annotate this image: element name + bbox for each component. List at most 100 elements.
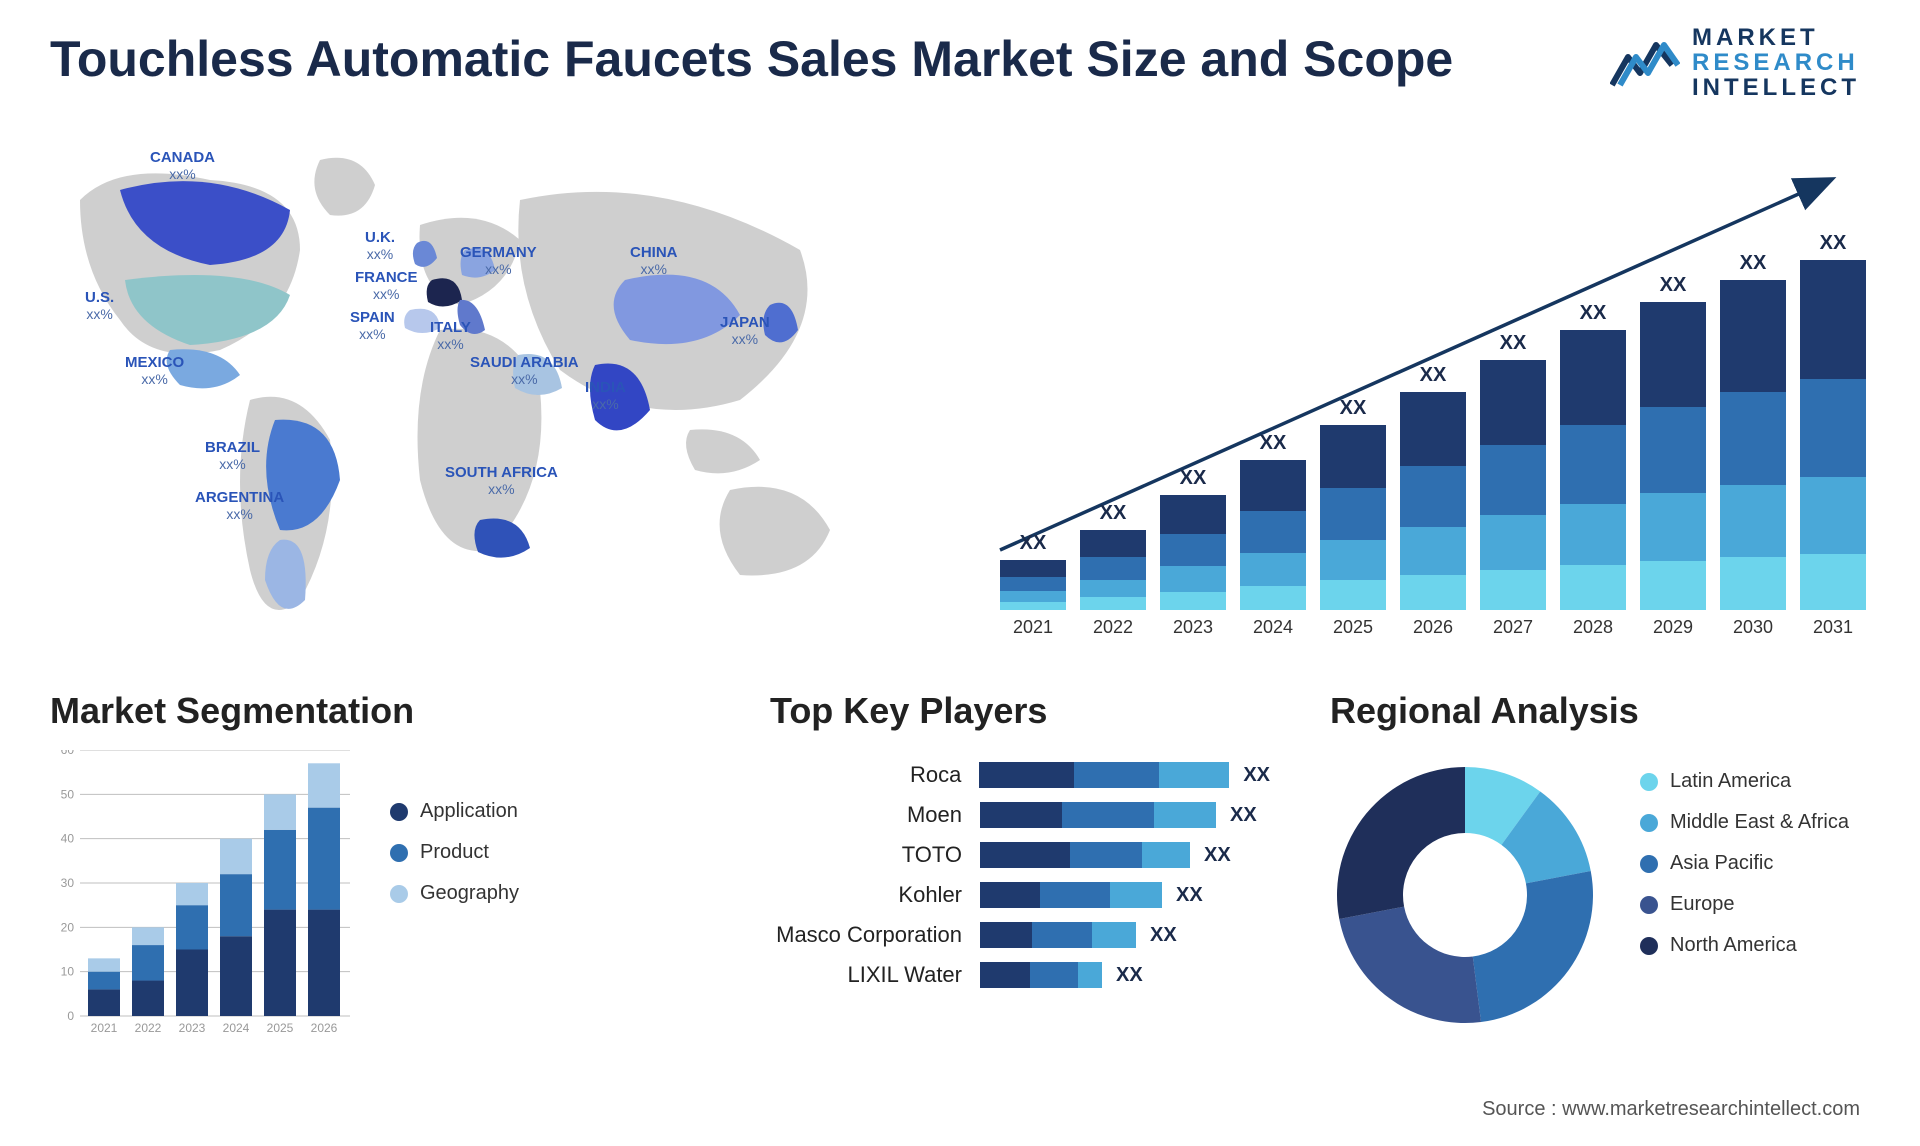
map-label-china: CHINAxx% <box>630 245 678 277</box>
seg-bar-2025-product <box>264 830 296 910</box>
growth-value-label: XX <box>1160 467 1226 490</box>
seg-bar-2026-product <box>308 808 340 910</box>
player-row-toto: TOTOXX <box>770 842 1270 868</box>
svg-text:40: 40 <box>61 832 75 846</box>
players-list: Roca XX Moen XX TOTOXX Kohler XX Masco Corporat… <box>770 762 1270 988</box>
map-label-italy: ITALYxx% <box>430 320 471 352</box>
segmentation-chart: 0 10 20 30 40 50 60 2021 2022 2023 2024 2025 2026 <box>50 750 370 1070</box>
seg-bar-2022-geography <box>132 927 164 945</box>
growth-bar-2024: XX2024 <box>1240 460 1306 610</box>
logo-line3: INTELLECT <box>1692 75 1860 100</box>
map-label-brazil: BRAZILxx% <box>205 440 260 472</box>
segmentation-title: Market Segmentation <box>50 690 550 732</box>
player-name: Kohler <box>770 882 980 908</box>
region-legend-europe: Europe <box>1640 893 1849 916</box>
player-row-lixil-water: LIXIL Water XX <box>770 962 1270 988</box>
logo-mark-icon <box>1610 35 1680 90</box>
growth-value-label: XX <box>1480 332 1546 355</box>
regional-donut <box>1330 760 1600 1030</box>
player-value: XX <box>1176 884 1203 907</box>
svg-text:2022: 2022 <box>135 1021 162 1035</box>
seg-bar-2021-geography <box>88 958 120 971</box>
growth-year-label: 2024 <box>1240 617 1306 638</box>
brand-logo: MARKET RESEARCH INTELLECT <box>1610 25 1860 101</box>
source-credit: Source : www.marketresearchintellect.com <box>1482 1098 1860 1121</box>
player-name: LIXIL Water <box>770 962 980 988</box>
player-row-masco-corporation: Masco CorporationXX <box>770 922 1270 948</box>
growth-bar-2022: XX2022 <box>1080 530 1146 610</box>
player-value: XX <box>1116 964 1143 987</box>
map-label-u-s-: U.S.xx% <box>85 290 114 322</box>
svg-text:50: 50 <box>61 787 75 801</box>
svg-text:60: 60 <box>61 750 75 757</box>
growth-value-label: XX <box>1240 432 1306 455</box>
growth-bar-2021: XX2021 <box>1000 560 1066 610</box>
region-legend-asia-pacific: Asia Pacific <box>1640 852 1849 875</box>
seg-bar-2026-application <box>308 910 340 1016</box>
svg-text:2023: 2023 <box>179 1021 206 1035</box>
world-map-panel: CANADAxx%U.S.xx%MEXICOxx%BRAZILxx%ARGENT… <box>40 130 910 670</box>
growth-bar-2029: XX2029 <box>1640 302 1706 610</box>
map-label-argentina: ARGENTINAxx% <box>195 490 284 522</box>
logo-line2: RESEARCH <box>1692 50 1860 75</box>
svg-text:2025: 2025 <box>267 1021 294 1035</box>
map-country-safrica <box>474 519 530 558</box>
growth-year-label: 2021 <box>1000 617 1066 638</box>
seg-legend-application: Application <box>390 800 519 823</box>
seg-bar-2025-application <box>264 910 296 1016</box>
region-legend-north-america: North America <box>1640 934 1849 957</box>
growth-value-label: XX <box>1720 252 1786 275</box>
seg-bar-2025-geography <box>264 794 296 829</box>
growth-value-label: XX <box>1320 397 1386 420</box>
donut-slice-north-america <box>1337 767 1465 919</box>
map-label-u-k-: U.K.xx% <box>365 230 395 262</box>
growth-bar-2023: XX2023 <box>1160 495 1226 610</box>
seg-bar-2024-geography <box>220 839 252 874</box>
growth-year-label: 2027 <box>1480 617 1546 638</box>
growth-value-label: XX <box>1560 302 1626 325</box>
svg-text:10: 10 <box>61 965 75 979</box>
region-legend-latin-america: Latin America <box>1640 770 1849 793</box>
seg-bar-2023-application <box>176 950 208 1017</box>
seg-bar-2021-product <box>88 972 120 990</box>
region-legend-middle-east-africa: Middle East & Africa <box>1640 811 1849 834</box>
player-row-roca: Roca XX <box>770 762 1270 788</box>
map-label-saudi-arabia: SAUDI ARABIAxx% <box>470 355 579 387</box>
growth-year-label: 2022 <box>1080 617 1146 638</box>
player-value: XX <box>1243 764 1270 787</box>
growth-year-label: 2031 <box>1800 617 1866 638</box>
growth-year-label: 2026 <box>1400 617 1466 638</box>
growth-year-label: 2029 <box>1640 617 1706 638</box>
logo-line1: MARKET <box>1692 25 1860 50</box>
player-name: Masco Corporation <box>770 922 980 948</box>
map-label-south-africa: SOUTH AFRICAxx% <box>445 465 558 497</box>
svg-text:2024: 2024 <box>223 1021 250 1035</box>
growth-value-label: XX <box>1640 274 1706 297</box>
seg-legend-geography: Geography <box>390 882 519 905</box>
svg-text:20: 20 <box>61 920 75 934</box>
seg-bar-2021-application <box>88 989 120 1016</box>
map-label-germany: GERMANYxx% <box>460 245 537 277</box>
regional-title: Regional Analysis <box>1330 690 1880 732</box>
growth-bar-2028: XX2028 <box>1560 330 1626 610</box>
seg-bar-2024-application <box>220 936 252 1016</box>
segmentation-legend: ApplicationProductGeography <box>390 800 519 923</box>
svg-text:2026: 2026 <box>311 1021 338 1035</box>
world-map-svg <box>40 130 910 670</box>
svg-text:2021: 2021 <box>91 1021 118 1035</box>
svg-text:0: 0 <box>67 1009 74 1023</box>
growth-value-label: XX <box>1080 502 1146 525</box>
players-title: Top Key Players <box>770 690 1270 732</box>
growth-bar-2031: XX2031 <box>1800 260 1866 610</box>
regional-legend: Latin America Middle East & Africa Asia Pa… <box>1640 770 1849 975</box>
seg-bar-2024-product <box>220 874 252 936</box>
seg-bar-2026-geography <box>308 763 340 807</box>
map-label-mexico: MEXICOxx% <box>125 355 184 387</box>
seg-bar-2022-application <box>132 981 164 1016</box>
growth-bar-2026: XX2026 <box>1400 392 1466 610</box>
growth-year-label: 2028 <box>1560 617 1626 638</box>
player-name: Roca <box>770 762 979 788</box>
segmentation-panel: Market Segmentation 01020304050602021202… <box>50 690 550 732</box>
svg-text:30: 30 <box>61 876 75 890</box>
player-name: Moen <box>770 802 980 828</box>
